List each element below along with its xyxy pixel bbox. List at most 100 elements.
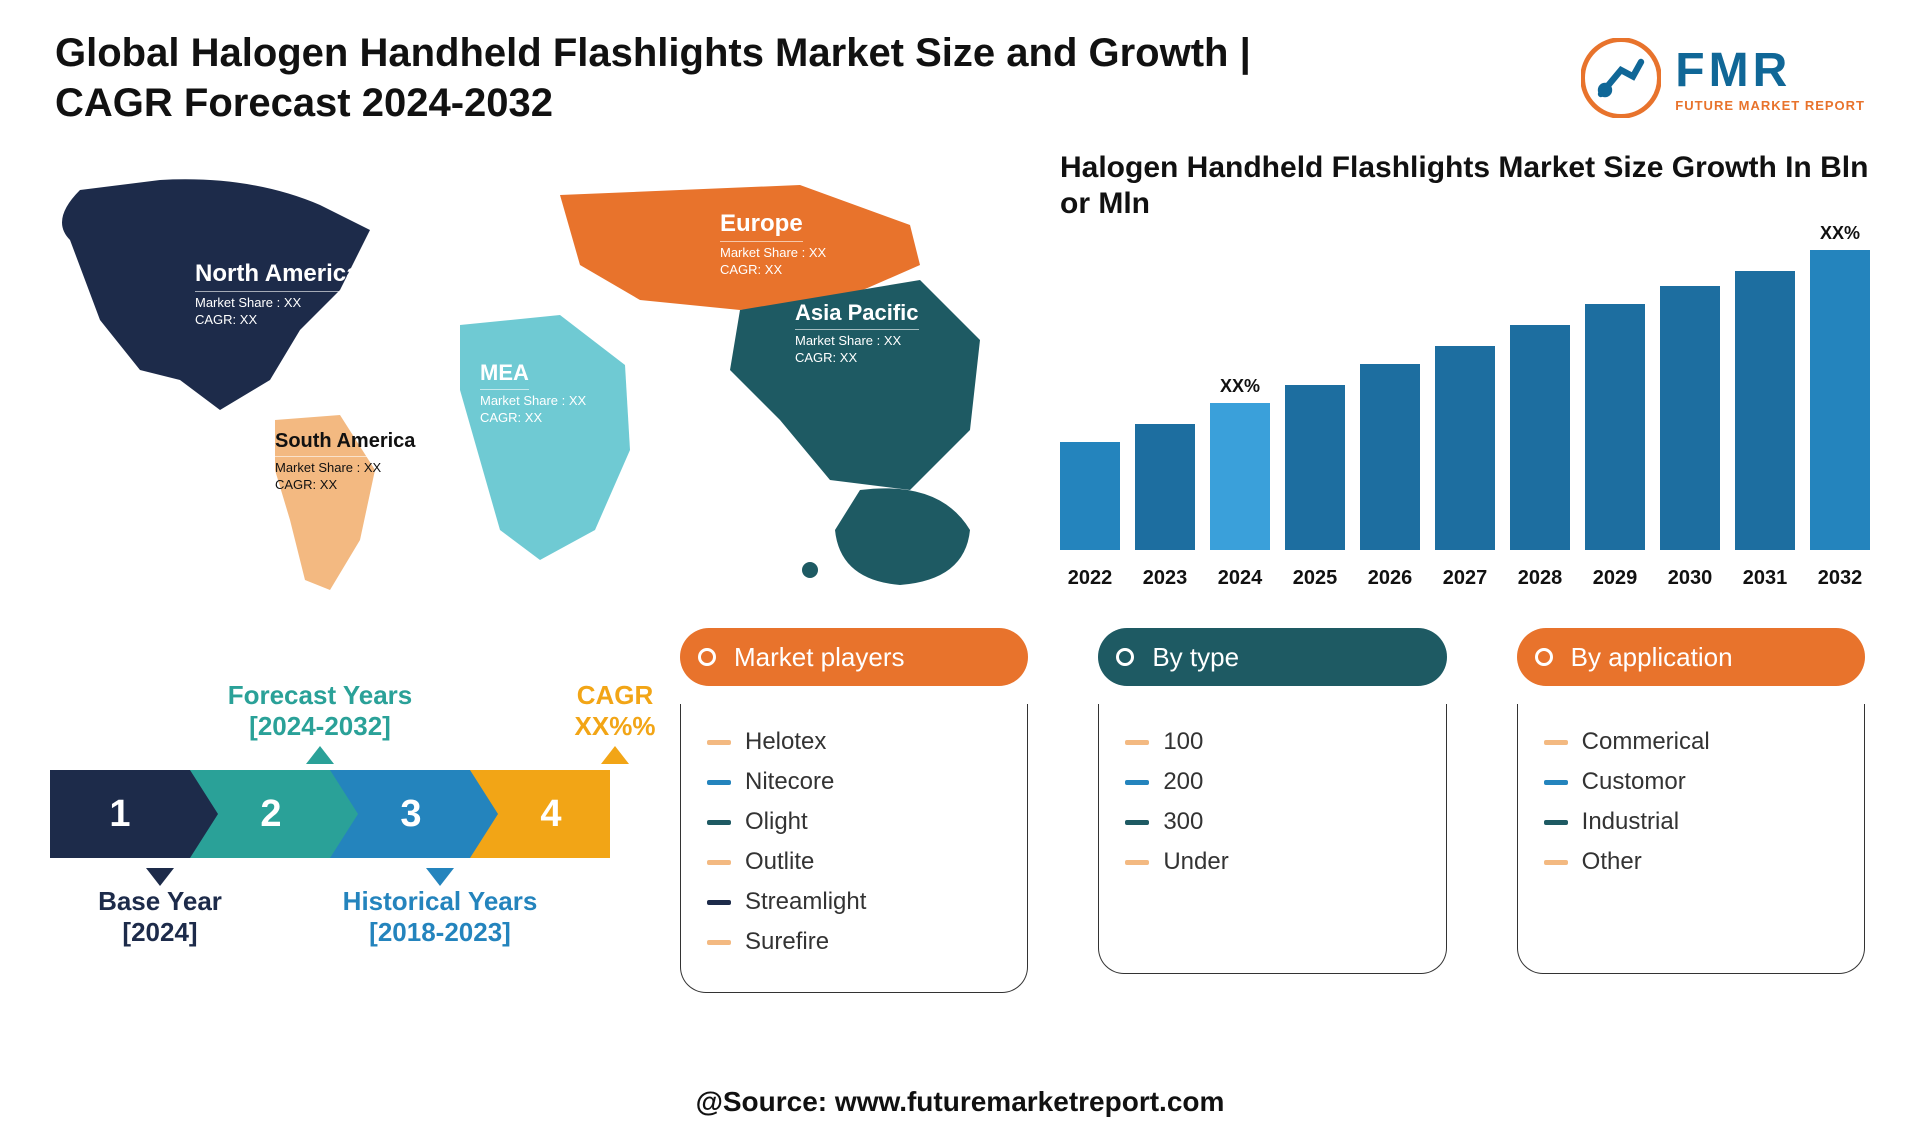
bar-rect	[1135, 424, 1195, 550]
timeline-arrow: Forecast Years[2024-2032]CAGRXX%% 1234 B…	[50, 680, 635, 984]
x-label: 2025	[1285, 567, 1345, 590]
region-mea	[460, 315, 630, 560]
panel-header: By application	[1517, 628, 1865, 686]
bar-rect	[1585, 304, 1645, 550]
x-label: 2031	[1735, 567, 1795, 590]
panel-title: Market players	[734, 642, 905, 673]
panel-item: Streamlight	[707, 882, 1001, 922]
tick-icon	[1125, 740, 1149, 745]
x-label: 2023	[1135, 567, 1195, 590]
x-label: 2030	[1660, 567, 1720, 590]
timeline-label: Historical Years[2018-2023]	[330, 864, 550, 948]
bar-2028	[1510, 325, 1570, 550]
world-map: North AmericaMarket Share : XXCAGR: XX So…	[40, 170, 1010, 600]
bar-2026	[1360, 364, 1420, 550]
x-label: 2026	[1360, 567, 1420, 590]
panel-item-label: 100	[1163, 728, 1203, 756]
bar-2029	[1585, 304, 1645, 550]
panel-item-label: Under	[1163, 848, 1228, 876]
header: Global Halogen Handheld Flashlights Mark…	[55, 28, 1865, 128]
bar-rect	[1660, 286, 1720, 550]
bar-2032: XX%	[1810, 223, 1870, 550]
panel-title: By application	[1571, 642, 1733, 673]
tick-icon	[1544, 780, 1568, 785]
tick-icon	[1125, 820, 1149, 825]
tick-icon	[1125, 860, 1149, 865]
tick-icon	[707, 820, 731, 825]
bar-rect	[1210, 403, 1270, 550]
panel-header: By type	[1098, 628, 1446, 686]
region-label-north_america: North AmericaMarket Share : XXCAGR: XX	[195, 260, 359, 329]
panel-item: Nitecore	[707, 762, 1001, 802]
panel-body: 100 200 300 Under	[1098, 704, 1446, 974]
region-australia	[835, 488, 970, 585]
bar-2025	[1285, 385, 1345, 550]
logo-text: FMR	[1675, 43, 1865, 98]
tick-icon	[1544, 740, 1568, 745]
bar-rect	[1360, 364, 1420, 550]
panel-item: Industrial	[1544, 802, 1838, 842]
panel-item-label: Surefire	[745, 928, 829, 956]
panel-title: By type	[1152, 642, 1239, 673]
panel-item-label: Streamlight	[745, 888, 866, 916]
bar-rect	[1435, 346, 1495, 550]
telescope-icon	[1581, 38, 1661, 118]
panel-item: 100	[1125, 722, 1419, 762]
source-footer: @Source: www.futuremarketreport.com	[0, 1086, 1920, 1118]
tick-icon	[1125, 780, 1149, 785]
panel-item-label: Customor	[1582, 768, 1686, 796]
bar-rect	[1810, 250, 1870, 550]
panel-type: By type 100 200 300 Under	[1098, 628, 1446, 993]
panel-item: Surefire	[707, 922, 1001, 962]
tick-icon	[707, 740, 731, 745]
x-label: 2022	[1060, 567, 1120, 590]
bar-2027	[1435, 346, 1495, 550]
x-label: 2027	[1435, 567, 1495, 590]
region-label-south_america: South AmericaMarket Share : XXCAGR: XX	[275, 430, 415, 494]
x-axis-labels: 2022202320242025202620272028202920302031…	[1060, 567, 1870, 590]
bullet-icon	[1116, 648, 1134, 666]
tick-icon	[707, 940, 731, 945]
bar-rect	[1735, 271, 1795, 550]
panel-item-label: Industrial	[1582, 808, 1679, 836]
bar-rect	[1060, 442, 1120, 550]
panel-item: Other	[1544, 842, 1838, 882]
category-panels: Market players Helotex Nitecore Olight Outli…	[680, 628, 1865, 993]
panel-application: By application Commerical Customor Industri…	[1517, 628, 1865, 993]
bar-2031	[1735, 271, 1795, 550]
growth-bar-chart: Halogen Handheld Flashlights Market Size…	[1060, 150, 1870, 590]
panel-players: Market players Helotex Nitecore Olight Outli…	[680, 628, 1028, 993]
logo-subtext: FUTURE MARKET REPORT	[1675, 98, 1865, 113]
panel-item: Olight	[707, 802, 1001, 842]
tick-icon	[707, 780, 731, 785]
bars-area: XX%XX%	[1060, 250, 1870, 550]
panel-item-label: Helotex	[745, 728, 826, 756]
bar-rect	[1285, 385, 1345, 550]
timeline-label: Forecast Years[2024-2032]	[210, 680, 430, 764]
panel-item: Commerical	[1544, 722, 1838, 762]
region-label-asia_pacific: Asia PacificMarket Share : XXCAGR: XX	[795, 300, 919, 367]
timeline-seg-1: 1	[50, 770, 190, 858]
region-label-europe: EuropeMarket Share : XXCAGR: XX	[720, 210, 826, 279]
panel-item-label: 300	[1163, 808, 1203, 836]
panel-item-label: Olight	[745, 808, 808, 836]
bar-pct-label: XX%	[1820, 223, 1860, 244]
bar-pct-label: XX%	[1220, 376, 1260, 397]
panel-body: Helotex Nitecore Olight Outlite Streamlight S…	[680, 704, 1028, 993]
panel-item-label: Nitecore	[745, 768, 834, 796]
timeline-label: Base Year[2024]	[50, 864, 270, 948]
panel-body: Commerical Customor Industrial Other	[1517, 704, 1865, 974]
tick-icon	[1544, 820, 1568, 825]
x-label: 2029	[1585, 567, 1645, 590]
panel-item: 200	[1125, 762, 1419, 802]
panel-item: Helotex	[707, 722, 1001, 762]
tick-icon	[707, 860, 731, 865]
x-label: 2032	[1810, 567, 1870, 590]
panel-item: 300	[1125, 802, 1419, 842]
panel-header: Market players	[680, 628, 1028, 686]
panel-item-label: Outlite	[745, 848, 814, 876]
x-label: 2024	[1210, 567, 1270, 590]
panel-item: Under	[1125, 842, 1419, 882]
bullet-icon	[1535, 648, 1553, 666]
panel-item: Customor	[1544, 762, 1838, 802]
